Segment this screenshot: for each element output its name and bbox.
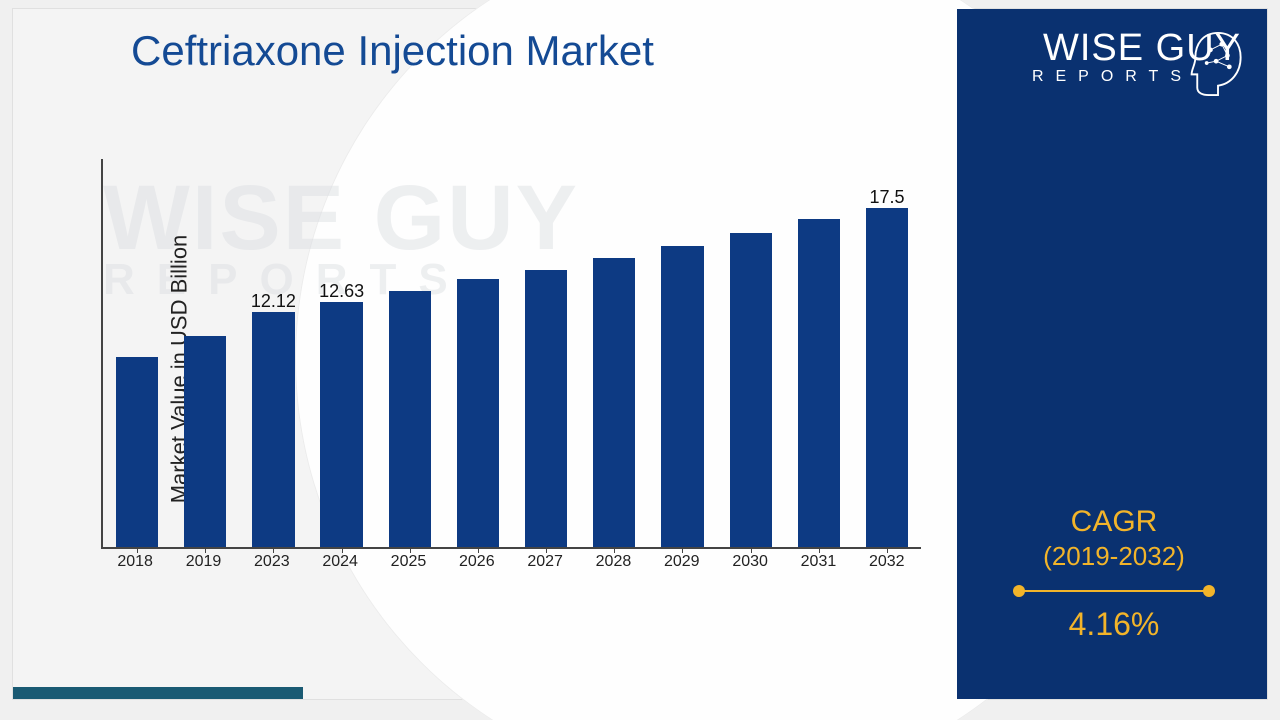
bar [184, 336, 226, 547]
x-axis-label: 2024 [306, 553, 374, 571]
bar [525, 270, 567, 547]
x-axis-label: 2023 [238, 553, 306, 571]
bar [457, 279, 499, 547]
bars-container: 12.12 12.63 17.5 [103, 159, 921, 547]
x-axis-label: 2019 [169, 553, 237, 571]
bar-slot [444, 159, 512, 547]
bar [116, 357, 158, 547]
bar [661, 246, 703, 547]
x-axis-label: 2032 [853, 553, 921, 571]
plot-area: 12.12 12.63 17.5 [101, 159, 921, 549]
cagr-divider [1019, 590, 1209, 592]
bar-slot: 17.5 [853, 159, 921, 547]
bar-slot [648, 159, 716, 547]
cagr-value: 4.16% [989, 606, 1239, 643]
bar-slot: 12.12 [239, 159, 307, 547]
bar [320, 302, 362, 547]
report-frame: WISE GUY REPORTS CAGR (2019-2032) 4.16% … [12, 8, 1268, 700]
bar-slot [785, 159, 853, 547]
x-axis-label: 2031 [784, 553, 852, 571]
bar [252, 312, 294, 547]
x-axis-label: 2029 [648, 553, 716, 571]
right-sidebar: WISE GUY REPORTS CAGR (2019-2032) 4.16% [957, 9, 1267, 699]
bar-slot [512, 159, 580, 547]
x-axis-labels: 2018201920232024202520262027202820292030… [101, 553, 921, 571]
bar [593, 258, 635, 547]
x-axis-label: 2025 [374, 553, 442, 571]
brand-logo: WISE GUY REPORTS [981, 27, 1241, 86]
x-axis-label: 2030 [716, 553, 784, 571]
bar-value-label: 17.5 [869, 187, 904, 208]
chart-title: Ceftriaxone Injection Market [131, 27, 654, 75]
footer-accent-bar [13, 687, 303, 699]
brand-word-1: WISE [1043, 27, 1144, 69]
bar-slot [171, 159, 239, 547]
bar [798, 219, 840, 547]
x-axis-label: 2027 [511, 553, 579, 571]
bar-value-label: 12.12 [251, 291, 296, 312]
bar-slot: 12.63 [308, 159, 376, 547]
cagr-label: CAGR [989, 505, 1239, 539]
bar [866, 208, 908, 548]
bar [730, 233, 772, 547]
bar-chart: Market Value in USD Billion 12.1212.6317… [91, 159, 921, 579]
bar-value-label: 12.63 [319, 281, 364, 302]
bar-slot [580, 159, 648, 547]
brain-head-icon [1189, 31, 1247, 97]
cagr-block: CAGR (2019-2032) 4.16% [989, 505, 1239, 643]
cagr-range: (2019-2032) [989, 541, 1239, 572]
x-axis-label: 2028 [579, 553, 647, 571]
bar-slot [103, 159, 171, 547]
x-axis-label: 2026 [443, 553, 511, 571]
bar-slot [376, 159, 444, 547]
bar-slot [717, 159, 785, 547]
x-axis-label: 2018 [101, 553, 169, 571]
bar [389, 291, 431, 547]
